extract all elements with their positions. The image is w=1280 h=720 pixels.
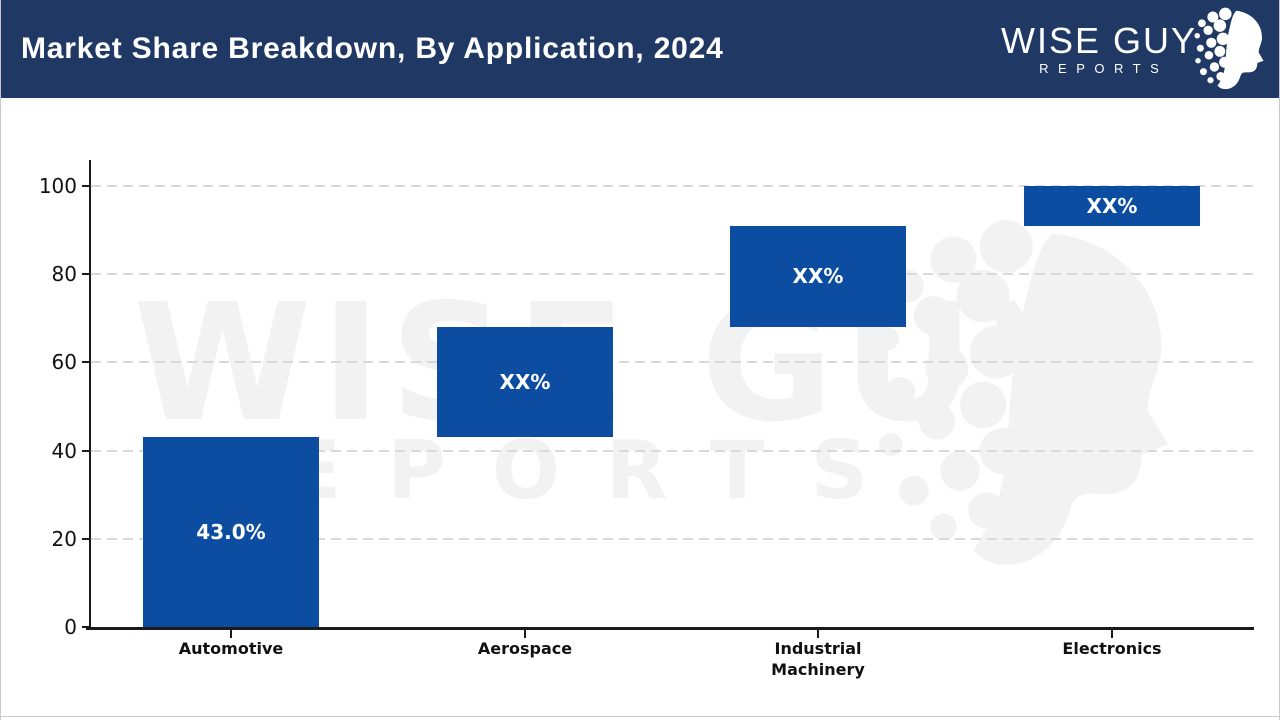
gridline-100 (91, 185, 1254, 187)
plot-area: 0 20 40 60 80 100 43.0% Automotive XX% Aerospace X… (1, 98, 1279, 720)
chart-title: Market Share Breakdown, By Application, … (21, 32, 724, 65)
logo-brand-name: WISE GUY (1000, 19, 1197, 61)
y-tick-80 (82, 273, 90, 276)
bar-value-label: XX% (792, 264, 844, 289)
x-category-label: Aerospace (477, 639, 573, 658)
x-category-label: Industrial Machinery (771, 639, 865, 679)
x-category-label: Electronics (1062, 639, 1162, 658)
x-axis-spine (86, 627, 1254, 630)
bar-industrial-machinery: XX% (730, 225, 906, 328)
logo-text: WISE GUY REPORTS (1000, 19, 1197, 76)
y-tick-label-40: 40 (51, 438, 77, 463)
bar-value-label: XX% (1086, 193, 1138, 218)
y-tick-label-80: 80 (51, 262, 77, 287)
x-tick-2 (817, 630, 819, 638)
y-tick-label-100: 100 (38, 174, 77, 198)
bar-aerospace: XX% (437, 327, 613, 438)
header-band: Market Share Breakdown, By Application, … (1, 0, 1279, 98)
y-tick-label-0: 0 (64, 615, 77, 639)
y-tick-label-60: 60 (51, 350, 77, 375)
logo-brand-sub: REPORTS (1039, 60, 1169, 76)
y-axis-spine (89, 160, 91, 629)
bar-value-label: XX% (499, 370, 551, 395)
y-tick-20 (82, 537, 90, 540)
gridline-60 (91, 361, 1254, 364)
wiseguy-head-icon (1194, 7, 1264, 90)
gridline-40 (91, 449, 1254, 452)
bar-electronics: XX% (1024, 186, 1200, 226)
x-tick-0 (230, 630, 232, 638)
y-tick-60 (82, 361, 90, 364)
gridline-80 (91, 273, 1254, 276)
x-tick-3 (1111, 630, 1113, 638)
y-tick-100 (82, 185, 90, 187)
wise-guy-reports-logo: WISE GUY REPORTS (1001, 6, 1269, 92)
y-tick-40 (82, 449, 90, 452)
x-category-label: Automotive (178, 639, 284, 658)
bar-value-label: 43.0% (196, 520, 266, 545)
gridline-20 (91, 537, 1254, 540)
y-tick-label-20: 20 (51, 526, 77, 551)
watermark-head-icon (875, 220, 1168, 565)
x-tick-1 (524, 630, 526, 638)
bar-automotive: 43.0% (143, 437, 319, 627)
bottom-border (1, 716, 1279, 717)
